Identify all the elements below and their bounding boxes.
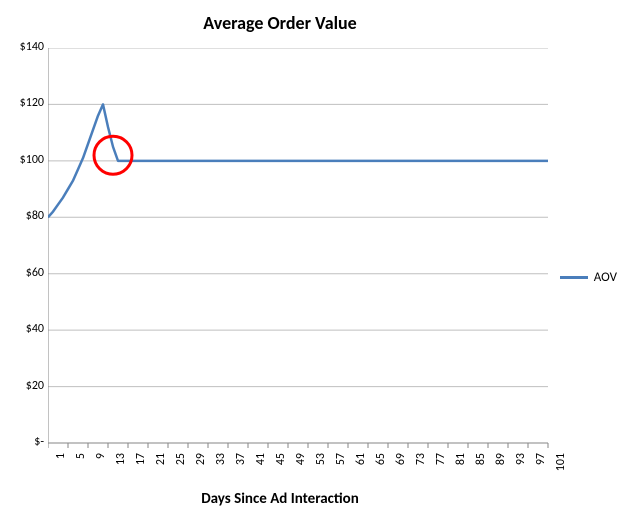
x-tick-label: 57: [334, 453, 348, 479]
x-tick-label: 45: [274, 453, 288, 479]
chart-title: Average Order Value: [0, 12, 560, 34]
x-tick-label: 85: [474, 453, 488, 479]
x-tick-label: 25: [174, 453, 188, 479]
x-tick-label: 21: [154, 453, 168, 479]
x-tick-label: 1: [54, 453, 68, 479]
chart-container: { "chart": { "type": "line", "title": "A…: [0, 0, 627, 527]
x-tick-label: 89: [494, 453, 508, 479]
x-tick-label: 13: [114, 453, 128, 479]
x-tick-label: 69: [394, 453, 408, 479]
x-tick-label: 93: [514, 453, 528, 479]
x-tick-label: 33: [214, 453, 228, 479]
x-tick-label: 101: [554, 453, 568, 479]
legend-swatch: [560, 276, 588, 279]
y-tick-label: $80: [6, 209, 44, 223]
x-tick-label: 65: [374, 453, 388, 479]
x-tick-label: 53: [314, 453, 328, 479]
x-tick-label: 77: [434, 453, 448, 479]
y-tick-label: $20: [6, 379, 44, 393]
x-tick-label: 29: [194, 453, 208, 479]
x-tick-label: 9: [94, 453, 108, 479]
y-tick-label: $140: [6, 40, 44, 54]
y-tick-label: $100: [6, 153, 44, 167]
x-axis-label: Days Since Ad Interaction: [0, 490, 560, 508]
y-tick-label: $60: [6, 266, 44, 280]
x-tick-label: 41: [254, 453, 268, 479]
x-tick-label: 97: [534, 453, 548, 479]
x-tick-label: 61: [354, 453, 368, 479]
x-tick-label: 49: [294, 453, 308, 479]
chart-plot-area: [48, 48, 550, 451]
y-tick-label: $-: [6, 435, 44, 449]
x-tick-label: 81: [454, 453, 468, 479]
x-tick-label: 73: [414, 453, 428, 479]
legend-label: AOV: [594, 270, 617, 285]
legend: AOV: [560, 270, 617, 285]
y-tick-label: $120: [6, 96, 44, 110]
x-tick-label: 5: [74, 453, 88, 479]
y-tick-label: $40: [6, 322, 44, 336]
x-tick-label: 17: [134, 453, 148, 479]
x-tick-label: 37: [234, 453, 248, 479]
